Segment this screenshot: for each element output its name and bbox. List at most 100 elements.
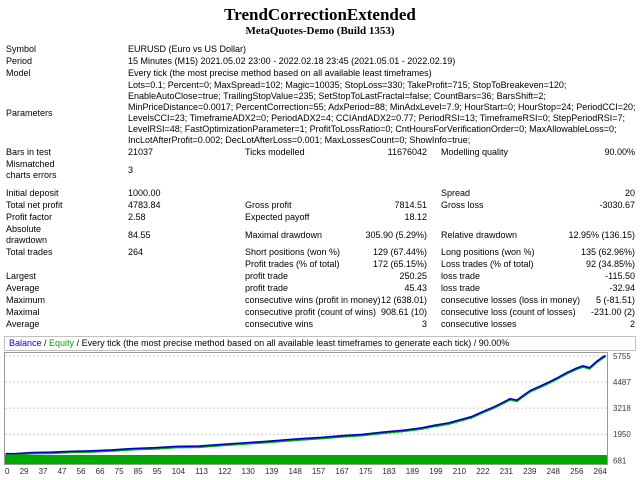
row-value: 21037 xyxy=(128,147,154,157)
row-sublabel: Maximal drawdown xyxy=(245,229,323,240)
row-label: Absolute drawdown xyxy=(6,224,48,245)
row-sublabel: Gross profit xyxy=(245,200,292,210)
row-sublabel: Long positions (won %) xyxy=(441,247,535,257)
report-row: Profit trades (% of total) 172 (65.15%) Lo… xyxy=(4,259,636,270)
row-subvalue: 250.25 xyxy=(399,271,427,281)
row-value: 4783.84 xyxy=(128,200,161,210)
legend-separator: / xyxy=(74,338,82,348)
row-label: Maximum xyxy=(6,295,46,305)
report-subtitle: MetaQuotes-Demo (Build 1353) xyxy=(245,25,395,37)
equity-line xyxy=(5,355,606,456)
x-axis-tick: 0 xyxy=(5,467,10,476)
row-subvalue: 3 xyxy=(421,319,427,329)
row-text: EURUSD (Euro vs US Dollar) xyxy=(128,44,247,54)
x-axis-tick: 104 xyxy=(171,467,186,476)
graph-legend: Balance / Equity / Every tick (the most … xyxy=(4,336,636,351)
report-row: Largest profit trade 250.25 loss trade -115.… xyxy=(4,271,636,282)
report-title: TrendCorrectionExtended xyxy=(224,5,416,24)
x-axis-tick: 75 xyxy=(114,467,124,476)
row-label: Average xyxy=(6,283,40,293)
report-row: Bars in test 21037 Ticks modelled 11676042 M… xyxy=(4,147,636,158)
row-subvalue: 172 (65.15%) xyxy=(372,259,427,269)
balance-legend-label: Balance xyxy=(9,338,42,348)
row-group: profit trade 45.43 xyxy=(245,283,441,294)
row-text: Every tick (the most precise method base… xyxy=(128,68,432,78)
row-subvalue: 7814.51 xyxy=(394,200,427,210)
row-group: consecutive wins 3 xyxy=(245,319,441,330)
row-subvalue: -115.50 xyxy=(605,271,635,281)
row-group: loss trade -115.50 xyxy=(441,271,636,282)
x-axis-tick: 66 xyxy=(95,467,105,476)
row-group: Modelling quality 90.00% xyxy=(441,147,636,158)
row-sublabel: Modelling quality xyxy=(441,147,509,157)
y-axis-tick: 681 xyxy=(613,456,627,465)
row-group: Gross loss -3030.67 xyxy=(441,200,636,211)
y-axis-tick: 1950 xyxy=(613,430,631,439)
report-row: Model Every tick (the most precise method… xyxy=(4,68,636,79)
row-group: Long positions (won %) 135 (62.96%) xyxy=(441,247,636,258)
y-axis-tick: 3218 xyxy=(613,404,631,413)
x-axis-tick: 239 xyxy=(523,467,537,476)
row-subvalue: 908.61 (10) xyxy=(380,307,427,317)
row-group: profit trade 250.25 xyxy=(245,271,441,282)
row-group: Short positions (won %) 129 (67.44%) xyxy=(245,247,441,258)
row-sublabel: loss trade xyxy=(441,271,481,281)
row-subvalue: 5 (-81.51) xyxy=(595,295,635,305)
row-sublabel: Loss trades (% of total) xyxy=(441,259,534,269)
row-group: consecutive profit (count of wins) 908.61… xyxy=(245,307,441,318)
x-axis-tick: 95 xyxy=(152,467,162,476)
balance-chart-svg: 5755 4487 3218 1950 681 xyxy=(4,352,631,465)
row-sublabel: Short positions (won %) xyxy=(245,247,341,257)
report-row: Profit factor 2.58 Expected payoff 18.12 xyxy=(4,212,636,223)
legend-separator: / xyxy=(41,338,50,348)
row-group: Gross profit 7814.51 xyxy=(245,200,441,211)
row-label: Symbol xyxy=(6,44,37,54)
row-group: consecutive losses (loss in money) 5 (-81… xyxy=(441,295,636,306)
x-axis-tick: 183 xyxy=(382,467,396,476)
x-axis-tick: 47 xyxy=(57,467,67,476)
row-value: 1000.00 xyxy=(128,188,161,198)
report-row: Average consecutive wins 3 consecutive loss… xyxy=(4,319,636,330)
x-axis-tick: 167 xyxy=(335,467,349,476)
row-label: Period xyxy=(6,56,33,66)
row-sublabel: consecutive loss (count of losses) xyxy=(441,307,576,317)
row-label: Average xyxy=(6,319,40,329)
chart-x-labels: 0 29 37 47 56 66 75 85 95 104 113 122 130 139 148 157 16… xyxy=(4,466,608,476)
row-sublabel: Relative drawdown xyxy=(441,229,518,240)
row-sublabel: Expected payoff xyxy=(245,212,310,222)
legend-description: Every tick (the most precise method base… xyxy=(81,338,472,348)
row-label: Total trades xyxy=(6,247,53,257)
row-group: Loss trades (% of total) 92 (34.85%) xyxy=(441,259,636,270)
x-axis-tick: 130 xyxy=(241,467,255,476)
report-row: Average profit trade 45.43 loss trade -32.94 xyxy=(4,283,636,294)
row-value: 2.58 xyxy=(128,212,146,222)
x-axis-tick: 189 xyxy=(405,467,420,476)
row-subvalue: 90.00% xyxy=(604,147,635,157)
row-text: 15 Minutes (M15) 2021.05.02 23:00 - 2022… xyxy=(128,56,456,66)
row-value: 264 xyxy=(128,247,144,257)
row-subvalue: 45.43 xyxy=(404,283,427,293)
report-row: Initial deposit 1000.00 Spread 20 xyxy=(4,188,636,199)
legend-quality: 90.00% xyxy=(478,338,510,348)
x-axis-tick: 175 xyxy=(358,467,373,476)
row-group: consecutive losses 2 xyxy=(441,319,636,330)
row-text: Lots=0.1; Percent=0; MaxSpread=102; Magi… xyxy=(128,80,636,145)
report-row: Maximal consecutive profit (count of wins… xyxy=(4,307,636,318)
lot-size-bars xyxy=(5,455,607,464)
row-group: loss trade -32.94 xyxy=(441,283,636,294)
row-group: consecutive loss (count of losses) -231.0… xyxy=(441,307,636,318)
x-axis-tick: 264 xyxy=(593,467,607,476)
row-subvalue: -3030.67 xyxy=(599,200,635,210)
row-sublabel: consecutive losses (loss in money) xyxy=(441,295,581,305)
row-subvalue: 11676042 xyxy=(387,147,427,157)
row-label: Parameters xyxy=(6,107,53,118)
row-sublabel: Spread xyxy=(441,188,471,198)
row-label xyxy=(4,259,128,270)
row-subvalue: 129 (67.44%) xyxy=(372,247,427,257)
row-sublabel: Profit trades (% of total) xyxy=(245,259,340,269)
report-row: Mismatched charts errors 3 xyxy=(4,159,636,181)
row-label: Mismatched charts errors xyxy=(6,159,57,180)
row-subvalue: 18.12 xyxy=(404,212,427,222)
x-axis-tick: 29 xyxy=(19,467,29,476)
row-sublabel: Ticks modelled xyxy=(245,147,305,157)
